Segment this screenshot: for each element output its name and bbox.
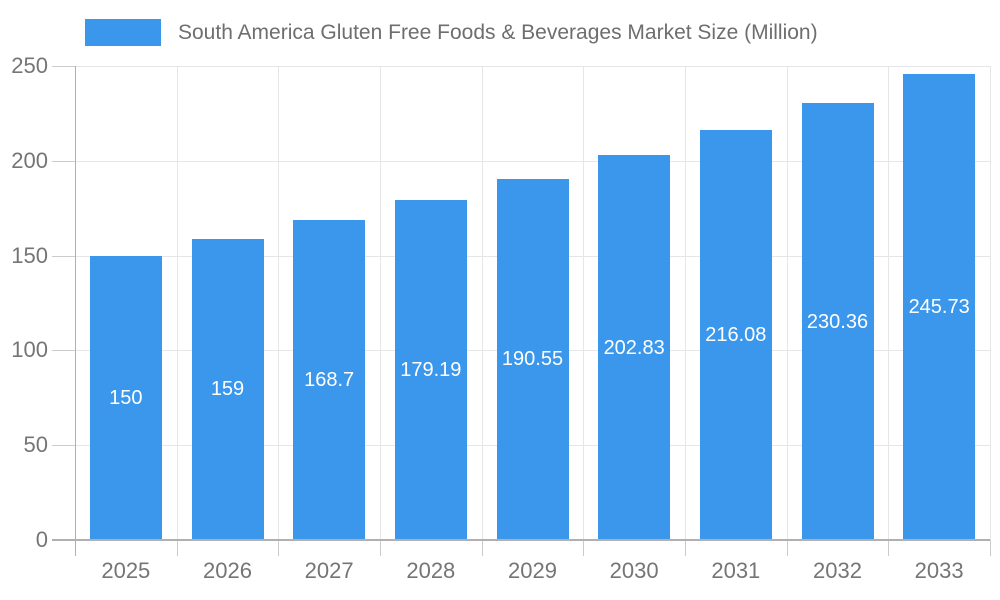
- bar[interactable]: [89, 255, 162, 540]
- x-axis-tick: [685, 540, 686, 556]
- bar-value-label: 168.7: [304, 369, 355, 392]
- y-tick-label: 0: [35, 527, 48, 552]
- y-axis-tick: [52, 66, 75, 67]
- bar-value-label: 230.36: [806, 310, 869, 333]
- y-axis-tick: [52, 255, 75, 257]
- bar[interactable]: [394, 200, 467, 540]
- gridline-vertical: [888, 66, 890, 540]
- gridline-vertical: [481, 66, 483, 540]
- gridline-horizontal: [75, 160, 990, 162]
- gridline-vertical: [685, 66, 686, 540]
- chart-title: South America Gluten Free Foods & Bevera…: [178, 20, 818, 44]
- gridline-vertical: [583, 66, 585, 540]
- gridline-vertical: [380, 66, 381, 540]
- y-axis-tick: [52, 160, 75, 162]
- x-tick-label: 2032: [813, 558, 862, 583]
- gridline-vertical: [990, 66, 991, 540]
- x-axis-tick: [176, 540, 178, 556]
- x-tick-label: 2031: [711, 558, 761, 583]
- bar-value-label: 202.83: [603, 336, 665, 359]
- x-tick-label: 2026: [203, 558, 252, 583]
- x-axis-tick: [888, 540, 890, 556]
- x-axis-tick: [786, 540, 788, 556]
- x-axis-tick: [583, 540, 585, 556]
- x-axis-tick: [380, 540, 381, 556]
- x-axis-tick: [278, 540, 280, 556]
- y-tick-label: 50: [23, 432, 48, 458]
- bar-value-label: 150: [109, 386, 143, 409]
- bar[interactable]: [496, 178, 569, 540]
- bar[interactable]: [903, 74, 976, 540]
- x-tick-label: 2027: [304, 558, 354, 583]
- bar-value-label: 190.55: [501, 348, 564, 371]
- x-tick-label: 2029: [508, 558, 557, 583]
- gridline-vertical: [278, 66, 280, 540]
- x-tick-label: 2033: [914, 558, 964, 583]
- gridline-vertical: [176, 66, 178, 540]
- x-tick-label: 2028: [406, 558, 456, 583]
- x-axis-tick: [481, 540, 483, 556]
- legend-swatch: [85, 19, 161, 46]
- gridline-horizontal: [75, 66, 990, 67]
- x-tick-label: 2030: [609, 558, 659, 583]
- y-axis-tick: [52, 350, 75, 352]
- bar-value-label: 245.73: [908, 296, 970, 319]
- y-tick-label: 200: [11, 147, 48, 173]
- bar[interactable]: [801, 103, 874, 540]
- y-tick-label: 250: [11, 53, 48, 78]
- x-axis-line: [52, 539, 990, 541]
- bar[interactable]: [699, 130, 772, 540]
- x-tick-label: 2025: [101, 558, 151, 583]
- bar[interactable]: [191, 238, 264, 540]
- bar[interactable]: [293, 220, 366, 540]
- bar[interactable]: [598, 155, 671, 540]
- bar-value-label: 179.19: [400, 359, 462, 382]
- y-tick-label: 150: [11, 242, 48, 268]
- x-axis-tick: [990, 540, 991, 556]
- y-axis-line: [75, 66, 76, 556]
- y-tick-label: 100: [11, 337, 48, 363]
- gridline-vertical: [786, 66, 788, 540]
- legend-item[interactable]: South America Gluten Free Foods & Bevera…: [85, 19, 818, 46]
- bar-value-label: 216.08: [705, 324, 767, 347]
- bar-value-label: 159: [210, 378, 245, 401]
- y-axis-tick: [52, 445, 75, 447]
